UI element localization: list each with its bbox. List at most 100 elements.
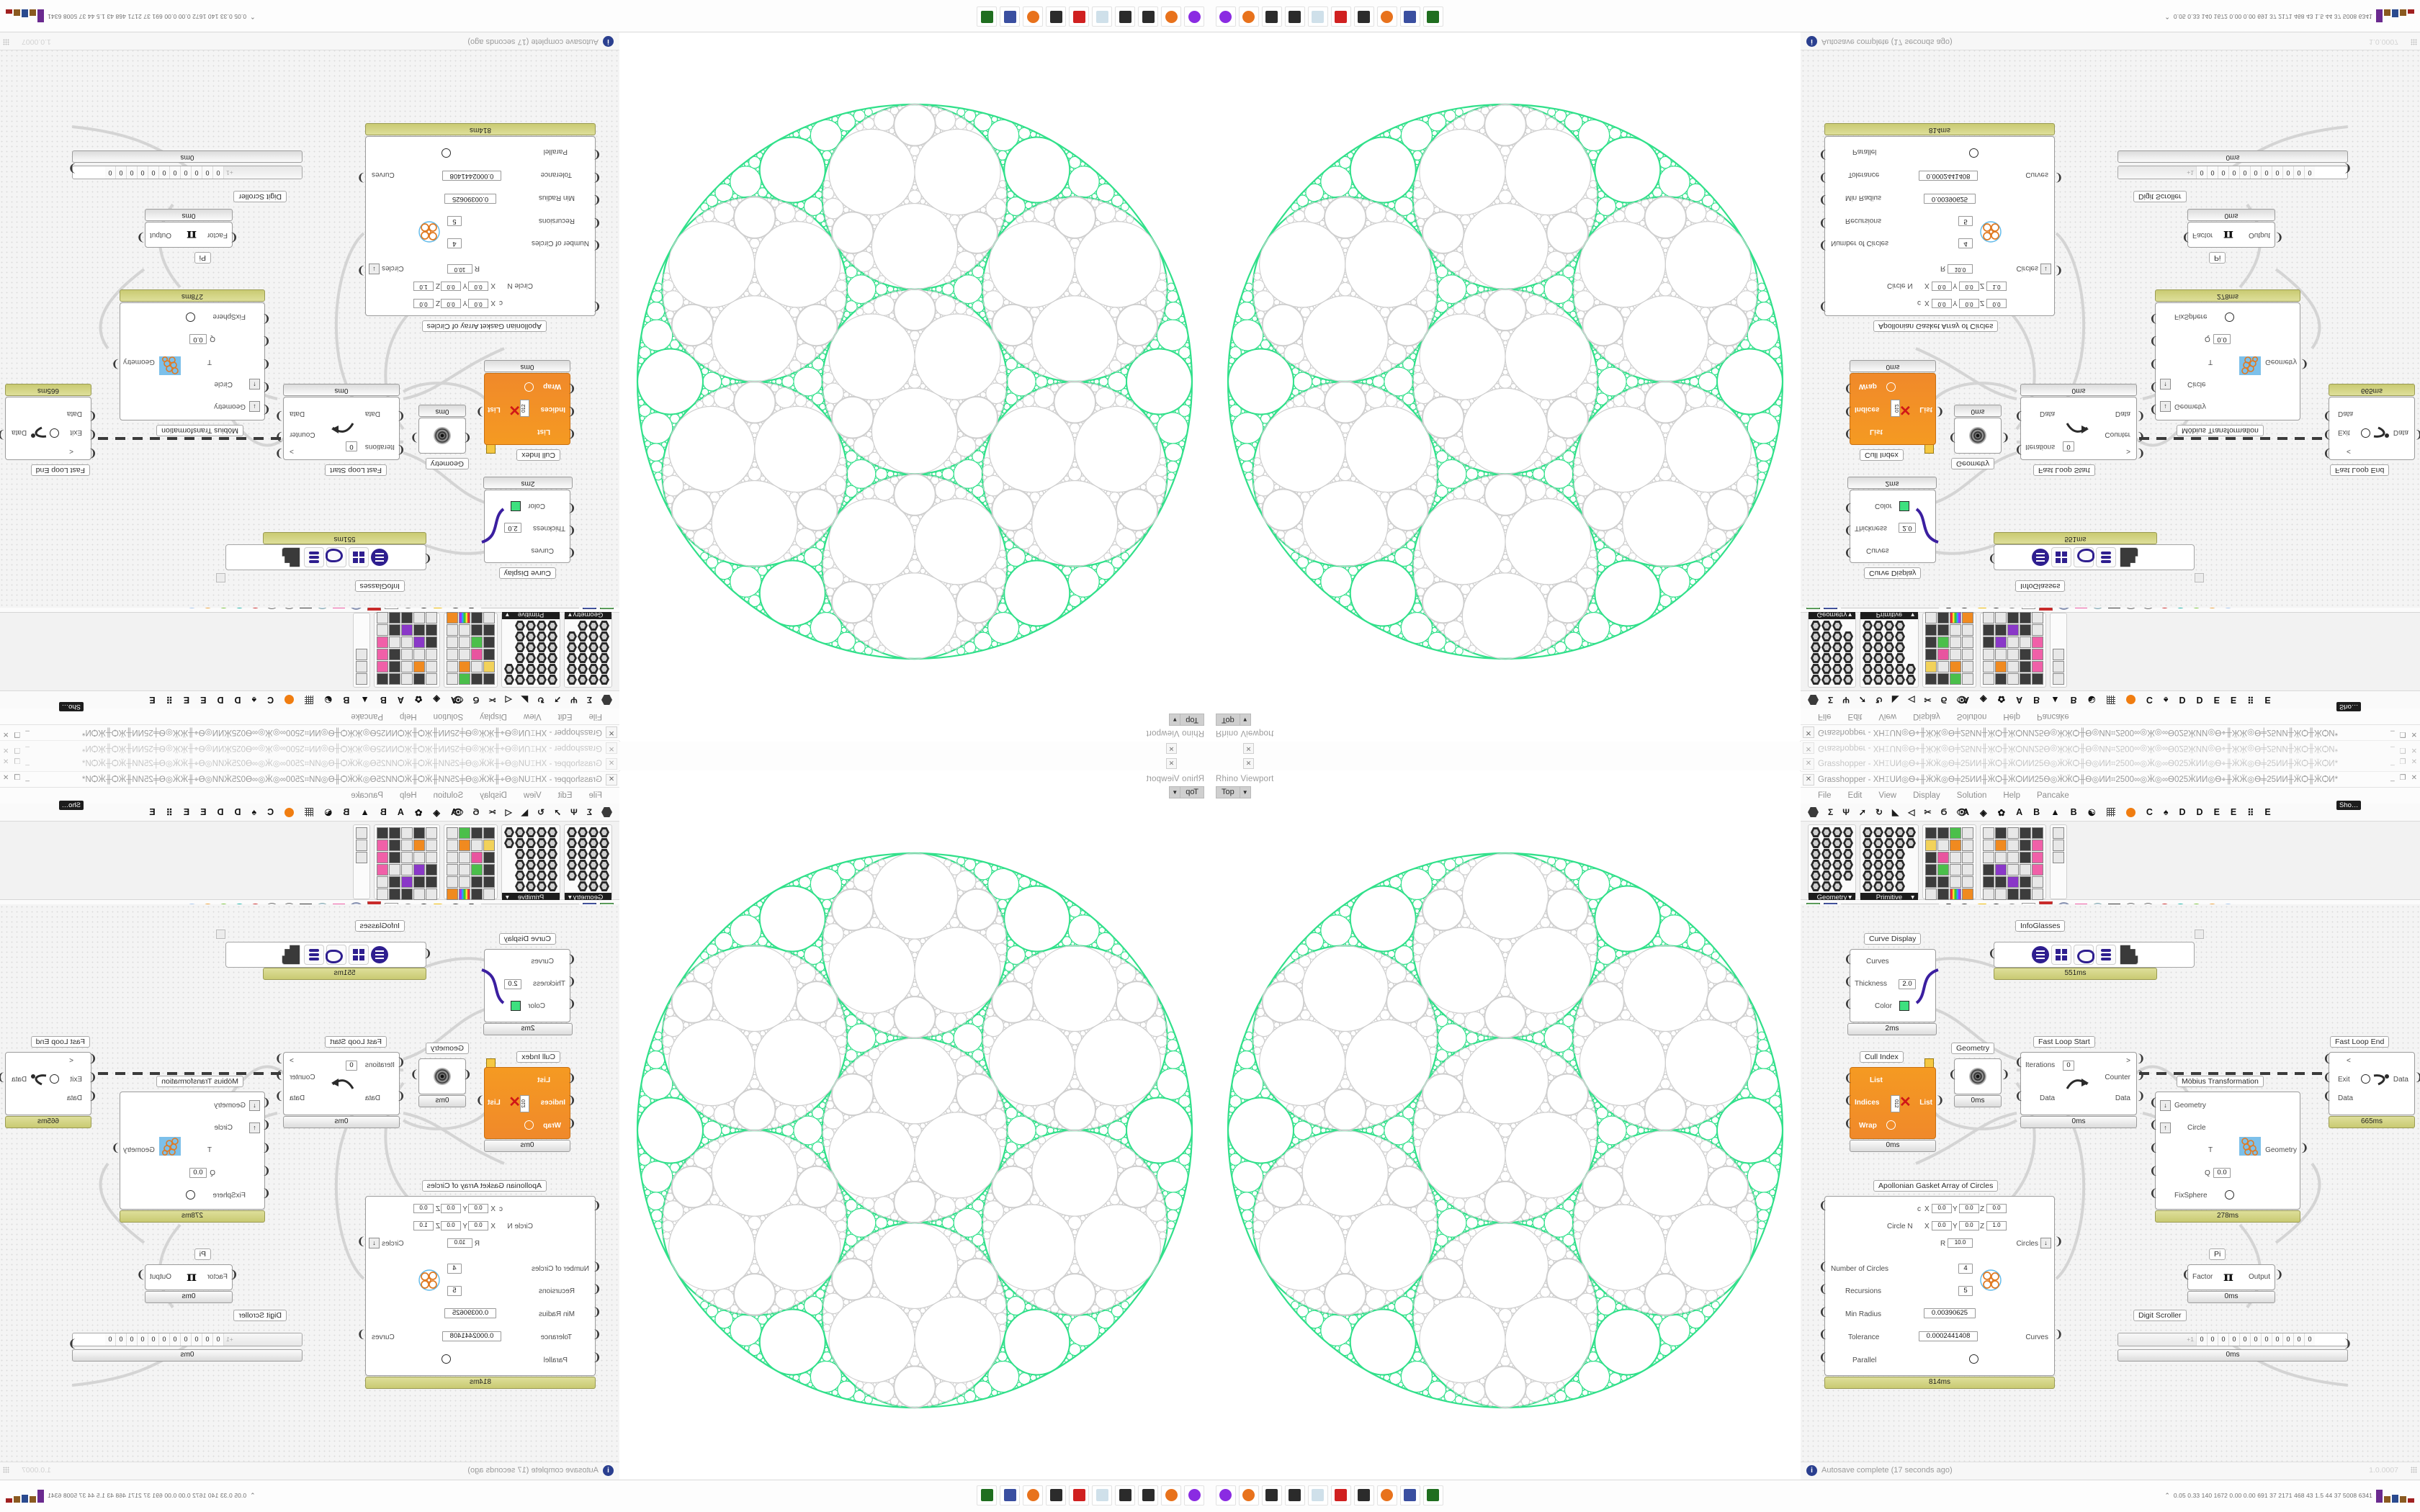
component-body[interactable]: < Exit Data Data ❨ ❨ ❨ ❩ [0,397,97,460]
n-y-value[interactable]: 0.0 [1959,1221,1979,1230]
component-icon[interactable] [1832,827,1842,837]
component-apollonian-gasket[interactable]: Apollonian Gasket Array of Circles c X 0… [1819,1180,2063,1389]
component-icon[interactable] [401,864,413,876]
component-fast-loop-end[interactable]: Fast Loop End < Exit Data Data ❨ ❨ ❨ ❩ [0,384,97,476]
component-icon[interactable] [588,675,599,685]
component-icon[interactable] [526,870,536,881]
digit-cell-10[interactable]: 0 [2304,1333,2315,1346]
component-icon[interactable] [401,612,413,624]
ribbon-tab-1[interactable]: Ψ [570,695,578,705]
taskbar-floppy-64-icon[interactable] [1000,6,1020,27]
taskbar-purple-owl-icon[interactable] [1184,6,1204,27]
c-z-value[interactable]: 0.0 [1986,299,2007,308]
component-icon[interactable] [389,673,400,685]
component-icon[interactable] [1832,860,1842,870]
component-icon[interactable] [567,664,577,674]
ribbon-tab-2[interactable]: ➚ [554,695,562,705]
digit-cell-0[interactable]: 0 [213,166,224,179]
component-icon[interactable] [1925,636,1937,648]
component-icon[interactable] [1937,624,1949,636]
component-icon[interactable] [413,864,425,876]
component-icon[interactable] [426,888,437,900]
component-body[interactable]: c X 0.0 Y 0.0 Z 0.0 Circle N X 0.0 Y 0.0… [357,136,601,316]
component-icon[interactable] [547,838,557,848]
component-icon[interactable] [1950,888,1961,900]
taskbar-red-disc-icon[interactable] [1331,1485,1351,1506]
component-icon[interactable] [2020,888,2031,900]
digit-cell-8[interactable]: 0 [127,1333,138,1346]
ribbon-tab-0[interactable]: Σ [586,807,592,817]
circle-input-arrow[interactable]: ↑ [249,379,260,390]
digit-cell-4[interactable]: 0 [2239,1333,2250,1346]
ribbon-tab-4[interactable]: ◣ [521,695,528,705]
component-icon[interactable] [483,661,495,672]
component-icon[interactable] [567,827,577,837]
menu-item-edit[interactable]: Edit [557,791,573,800]
component-icon[interactable] [1983,876,1994,888]
resize-grip[interactable] [3,39,9,45]
component-icon[interactable] [2007,888,2019,900]
component-icon[interactable] [515,860,525,870]
component-icon[interactable] [547,642,557,652]
component-cull-index[interactable]: Cull Index List Indices Wrap List 012 ✕ … [475,360,576,461]
component-icon[interactable] [1821,621,1832,631]
ribbon-tab-a-3[interactable]: A [397,695,404,705]
component-icon[interactable] [1884,849,1894,859]
component-icon[interactable] [389,852,400,863]
component-icon[interactable] [1950,852,1961,863]
exit-toggle[interactable] [50,428,59,438]
component-flag-icon[interactable] [216,930,225,939]
circles-output-arrow[interactable]: ↓ [2040,1238,2051,1248]
component-icon[interactable] [2032,852,2043,863]
component-geometry[interactable]: Geometry ❨ ❩ 0ms [1948,405,2010,469]
ribbon-tab-7[interactable]: Ϭ [472,695,480,705]
grid-glasses-icon[interactable] [2051,945,2071,965]
q-value[interactable]: 0.0 [2213,334,2231,344]
component-icon[interactable] [515,881,525,891]
wrap-toggle[interactable] [524,1120,534,1130]
ribbon-tab-▲-5[interactable]: ▲ [360,807,369,817]
ribbon-tab-c-10[interactable]: C [267,807,274,817]
r-value[interactable]: 10.0 [1948,1238,1973,1248]
component-curve-display[interactable]: Curve Display Curves Thickness 2.0 Color… [1844,477,1939,579]
digit-cell-5[interactable]: 0 [2250,1333,2261,1346]
component-icon[interactable] [413,852,425,863]
component-apollonian-gasket[interactable]: Apollonian Gasket Array of Circles c X 0… [357,1180,601,1389]
component-icon[interactable] [1906,838,1916,848]
minimize-icon[interactable]: _ [25,730,30,738]
component-icon[interactable] [483,636,495,648]
component-icon[interactable] [447,827,458,839]
component-icon[interactable] [426,827,437,839]
maximize-icon[interactable]: ❐ [2399,746,2406,754]
component-flag-icon[interactable] [486,444,496,454]
component-icon[interactable] [2007,612,2019,624]
component-icon[interactable] [515,827,525,837]
component-icon[interactable] [2020,876,2031,888]
component-icon[interactable] [2032,612,2043,624]
component-icon[interactable] [515,631,525,642]
ribbon-tab-b-6[interactable]: B [2070,695,2077,705]
component-icon[interactable] [526,664,536,674]
ribbon-tab-▲-5[interactable]: ▲ [360,695,369,705]
glasses-toggle-icon[interactable] [2032,549,2049,566]
component-icon[interactable] [459,888,470,900]
component-icon[interactable] [2032,876,2043,888]
component-icon[interactable] [515,838,525,848]
component-icon[interactable] [1962,840,1973,851]
component-icon[interactable] [1821,870,1832,881]
component-icon[interactable] [1811,631,1821,642]
component-icon[interactable] [1821,849,1832,859]
component-icon[interactable] [537,860,547,870]
close-icon[interactable]: ✕ [2411,730,2417,738]
component-pi[interactable]: Pi Factor π Output ❨ ❩ 0ms [136,1248,238,1303]
c-y-value[interactable]: 0.0 [1959,1204,1979,1213]
taskbar-purple-owl-icon[interactable] [1184,1485,1204,1506]
component-icon[interactable] [1950,624,1961,636]
component-icon[interactable] [1950,876,1961,888]
ribbon-tab-dot-icon[interactable] [284,695,295,705]
ribbon-tab-a-0[interactable]: A [1963,807,1970,817]
component-icon[interactable] [547,881,557,891]
thickness-value[interactable]: 2.0 [504,523,521,533]
ribbon-tab-a-0[interactable]: A [1963,695,1970,705]
component-apollonian-gasket[interactable]: Apollonian Gasket Array of Circles c X 0… [357,123,601,332]
